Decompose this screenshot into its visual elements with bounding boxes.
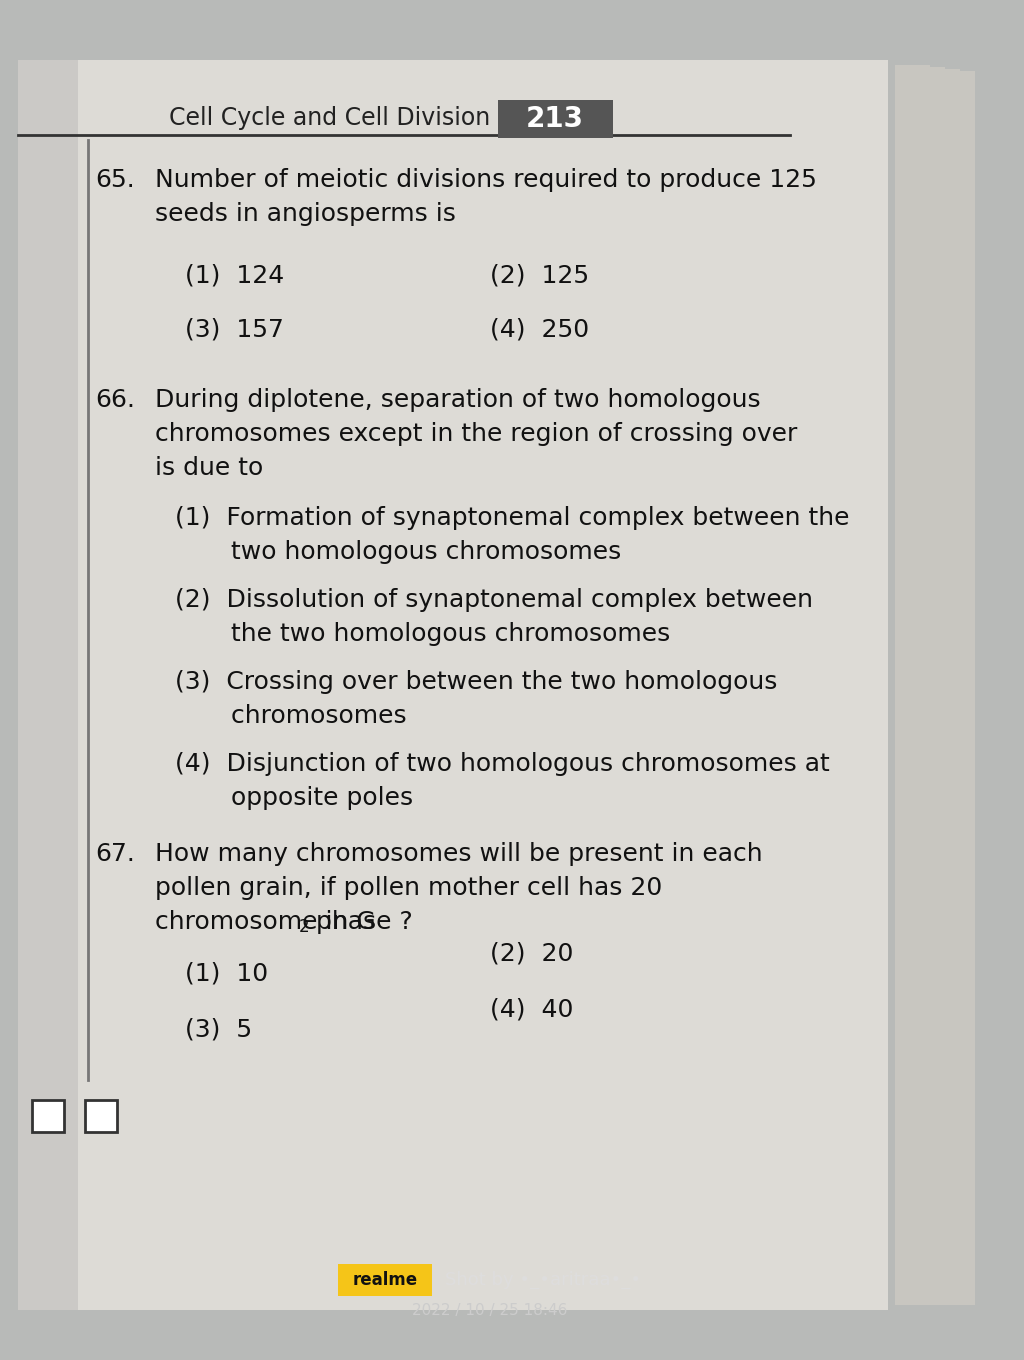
Text: realme: realme: [352, 1272, 418, 1289]
Text: two homologous chromosomes: two homologous chromosomes: [175, 540, 622, 564]
FancyBboxPatch shape: [895, 65, 930, 1306]
FancyBboxPatch shape: [85, 1100, 117, 1132]
FancyBboxPatch shape: [910, 67, 945, 1306]
Text: 65.: 65.: [95, 169, 135, 192]
Text: the two homologous chromosomes: the two homologous chromosomes: [175, 622, 671, 646]
Text: phase ?: phase ?: [308, 910, 413, 934]
Text: Cell Cycle and Cell Division: Cell Cycle and Cell Division: [169, 106, 490, 131]
Text: (3)  5: (3) 5: [185, 1017, 252, 1040]
Text: chromosomes except in the region of crossing over: chromosomes except in the region of cros…: [155, 422, 798, 446]
Text: (4)  40: (4) 40: [490, 997, 573, 1021]
Text: 67.: 67.: [95, 842, 135, 866]
FancyBboxPatch shape: [18, 60, 888, 1310]
FancyBboxPatch shape: [338, 1263, 432, 1296]
Text: Number of meiotic divisions required to produce 125: Number of meiotic divisions required to …: [155, 169, 817, 192]
FancyBboxPatch shape: [925, 69, 961, 1306]
Text: pollen grain, if pollen mother cell has 20: pollen grain, if pollen mother cell has …: [155, 876, 663, 900]
Text: chromosomes: chromosomes: [175, 704, 407, 728]
Text: 2: 2: [299, 918, 309, 936]
Text: (4)  250: (4) 250: [490, 318, 589, 341]
FancyBboxPatch shape: [498, 101, 613, 137]
FancyBboxPatch shape: [940, 71, 975, 1306]
FancyBboxPatch shape: [18, 60, 78, 1310]
Text: (2)  20: (2) 20: [490, 942, 573, 966]
Text: (2)  125: (2) 125: [490, 262, 589, 287]
Text: is due to: is due to: [155, 456, 263, 480]
FancyBboxPatch shape: [32, 1100, 63, 1132]
Text: (1)  10: (1) 10: [185, 962, 268, 986]
Text: 213: 213: [526, 105, 584, 133]
Text: Shot by •_•aritraa•_•: Shot by •_•aritraa•_•: [445, 1270, 641, 1289]
Text: How many chromosomes will be present in each: How many chromosomes will be present in …: [155, 842, 763, 866]
Text: During diplotene, separation of two homologous: During diplotene, separation of two homo…: [155, 388, 761, 412]
Text: opposite poles: opposite poles: [175, 786, 413, 811]
Text: (1)  124: (1) 124: [185, 262, 285, 287]
Text: (4)  Disjunction of two homologous chromosomes at: (4) Disjunction of two homologous chromo…: [175, 752, 829, 777]
Text: (1)  Formation of synaptonemal complex between the: (1) Formation of synaptonemal complex be…: [175, 506, 850, 530]
Text: (3)  Crossing over between the two homologous: (3) Crossing over between the two homolo…: [175, 670, 777, 694]
Text: 2022 / 10 / 25 18:46: 2022 / 10 / 25 18:46: [413, 1303, 567, 1318]
Text: 66.: 66.: [95, 388, 135, 412]
Text: seeds in angiosperms is: seeds in angiosperms is: [155, 203, 456, 226]
Text: chromosome in G: chromosome in G: [155, 910, 376, 934]
Text: (2)  Dissolution of synaptonemal complex between: (2) Dissolution of synaptonemal complex …: [175, 588, 813, 612]
Text: (3)  157: (3) 157: [185, 318, 284, 341]
